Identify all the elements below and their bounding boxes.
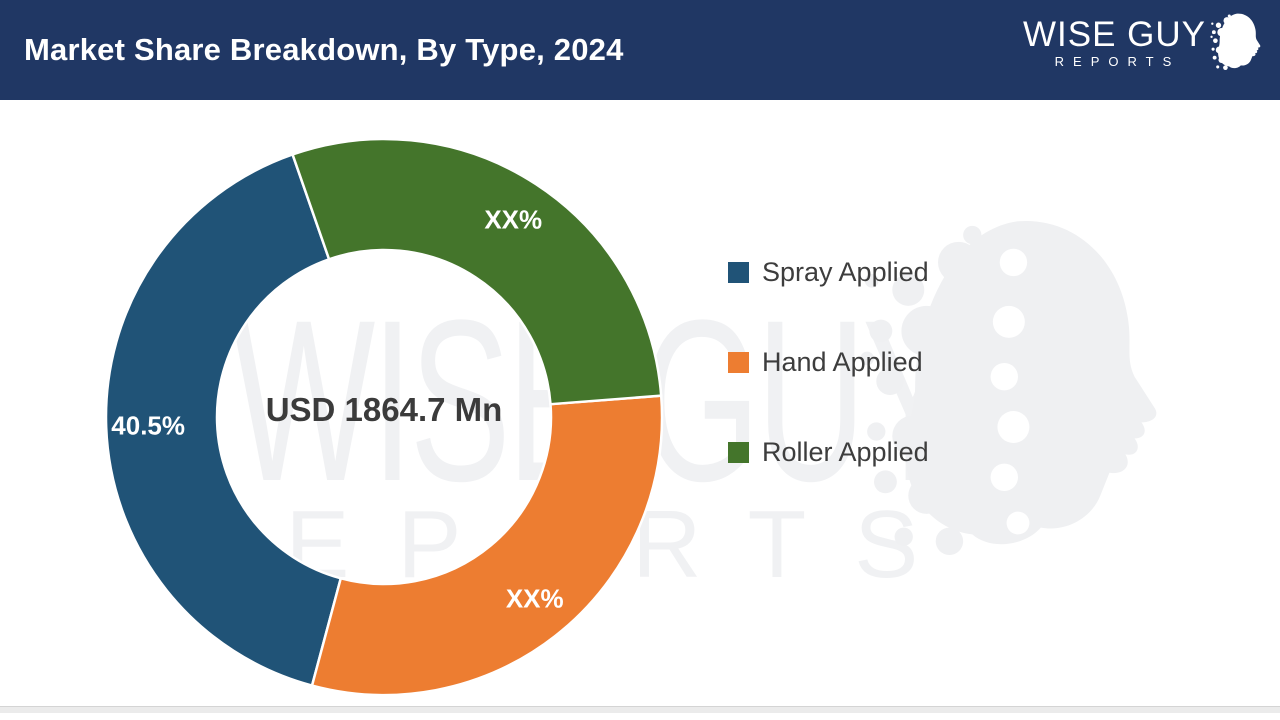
donut-slice-spray-applied	[104, 152, 343, 688]
brand-subname: REPORTS	[1054, 54, 1181, 69]
page-title: Market Share Breakdown, By Type, 2024	[24, 32, 624, 67]
slice-percentage-label: XX%	[484, 205, 542, 235]
chart-center-total: USD 1864.7 Mn	[265, 391, 503, 428]
wiseguy-face-icon	[1210, 13, 1261, 70]
brand-name: WISE GUY	[1022, 15, 1206, 54]
donut-slice-roller-applied	[290, 137, 663, 406]
legend-item: Spray Applied	[728, 258, 929, 286]
legend-item: Roller Applied	[728, 438, 929, 466]
chart-area: WISE GUY REPORTS 40.5%XX%XX% USD 1864.7 …	[0, 100, 1280, 713]
legend-label: Roller Applied	[762, 437, 929, 467]
legend-swatch-icon	[728, 351, 749, 373]
slice-percentage-label: 40.5%	[111, 411, 185, 441]
legend-label: Spray Applied	[762, 257, 929, 287]
header-bar: Market Share Breakdown, By Type, 2024 WI…	[0, 0, 1280, 100]
donut-slice-hand-applied	[310, 394, 664, 697]
donut-chart: 40.5% XX% XX%	[104, 137, 664, 697]
brand-logo: WISE GUY REPORTS	[1023, 12, 1264, 74]
legend-label: Hand Applied	[762, 347, 923, 377]
watermark-face-icon	[860, 220, 1157, 556]
legend: Spray Applied Hand Applied Roller Applied	[728, 258, 929, 466]
legend-item: Hand Applied	[728, 348, 929, 376]
legend-swatch-icon	[728, 441, 749, 463]
bottom-strip	[0, 706, 1280, 713]
legend-swatch-icon	[728, 261, 749, 283]
brand-logo-text: WISE GUY REPORTS	[1023, 16, 1206, 70]
slice-percentage-label: XX%	[506, 584, 564, 614]
